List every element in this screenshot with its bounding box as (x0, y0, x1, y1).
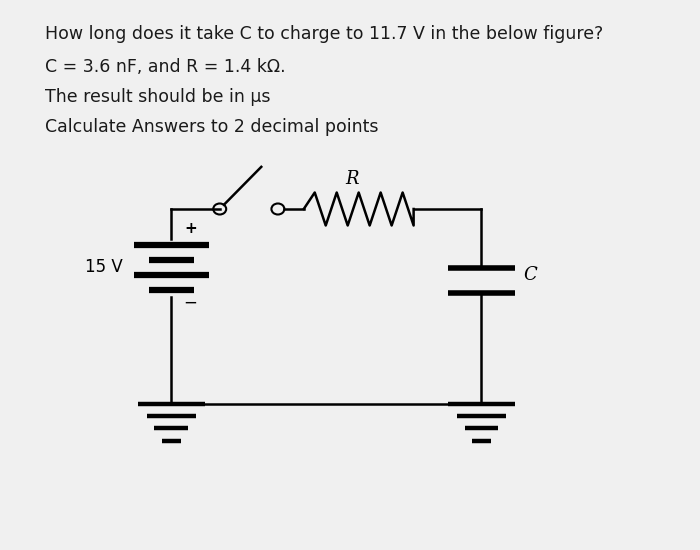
Text: How long does it take C to charge to 11.7 V in the below figure?: How long does it take C to charge to 11.… (46, 25, 603, 43)
Text: 15 V: 15 V (85, 258, 122, 276)
Text: The result should be in μs: The result should be in μs (46, 88, 271, 106)
Text: Calculate Answers to 2 decimal points: Calculate Answers to 2 decimal points (46, 118, 379, 136)
Text: −: − (183, 294, 197, 311)
Text: R: R (346, 170, 359, 188)
Text: C = 3.6 nF, and R = 1.4 kΩ.: C = 3.6 nF, and R = 1.4 kΩ. (46, 58, 286, 76)
Text: C: C (524, 266, 537, 284)
Text: +: + (184, 221, 197, 236)
